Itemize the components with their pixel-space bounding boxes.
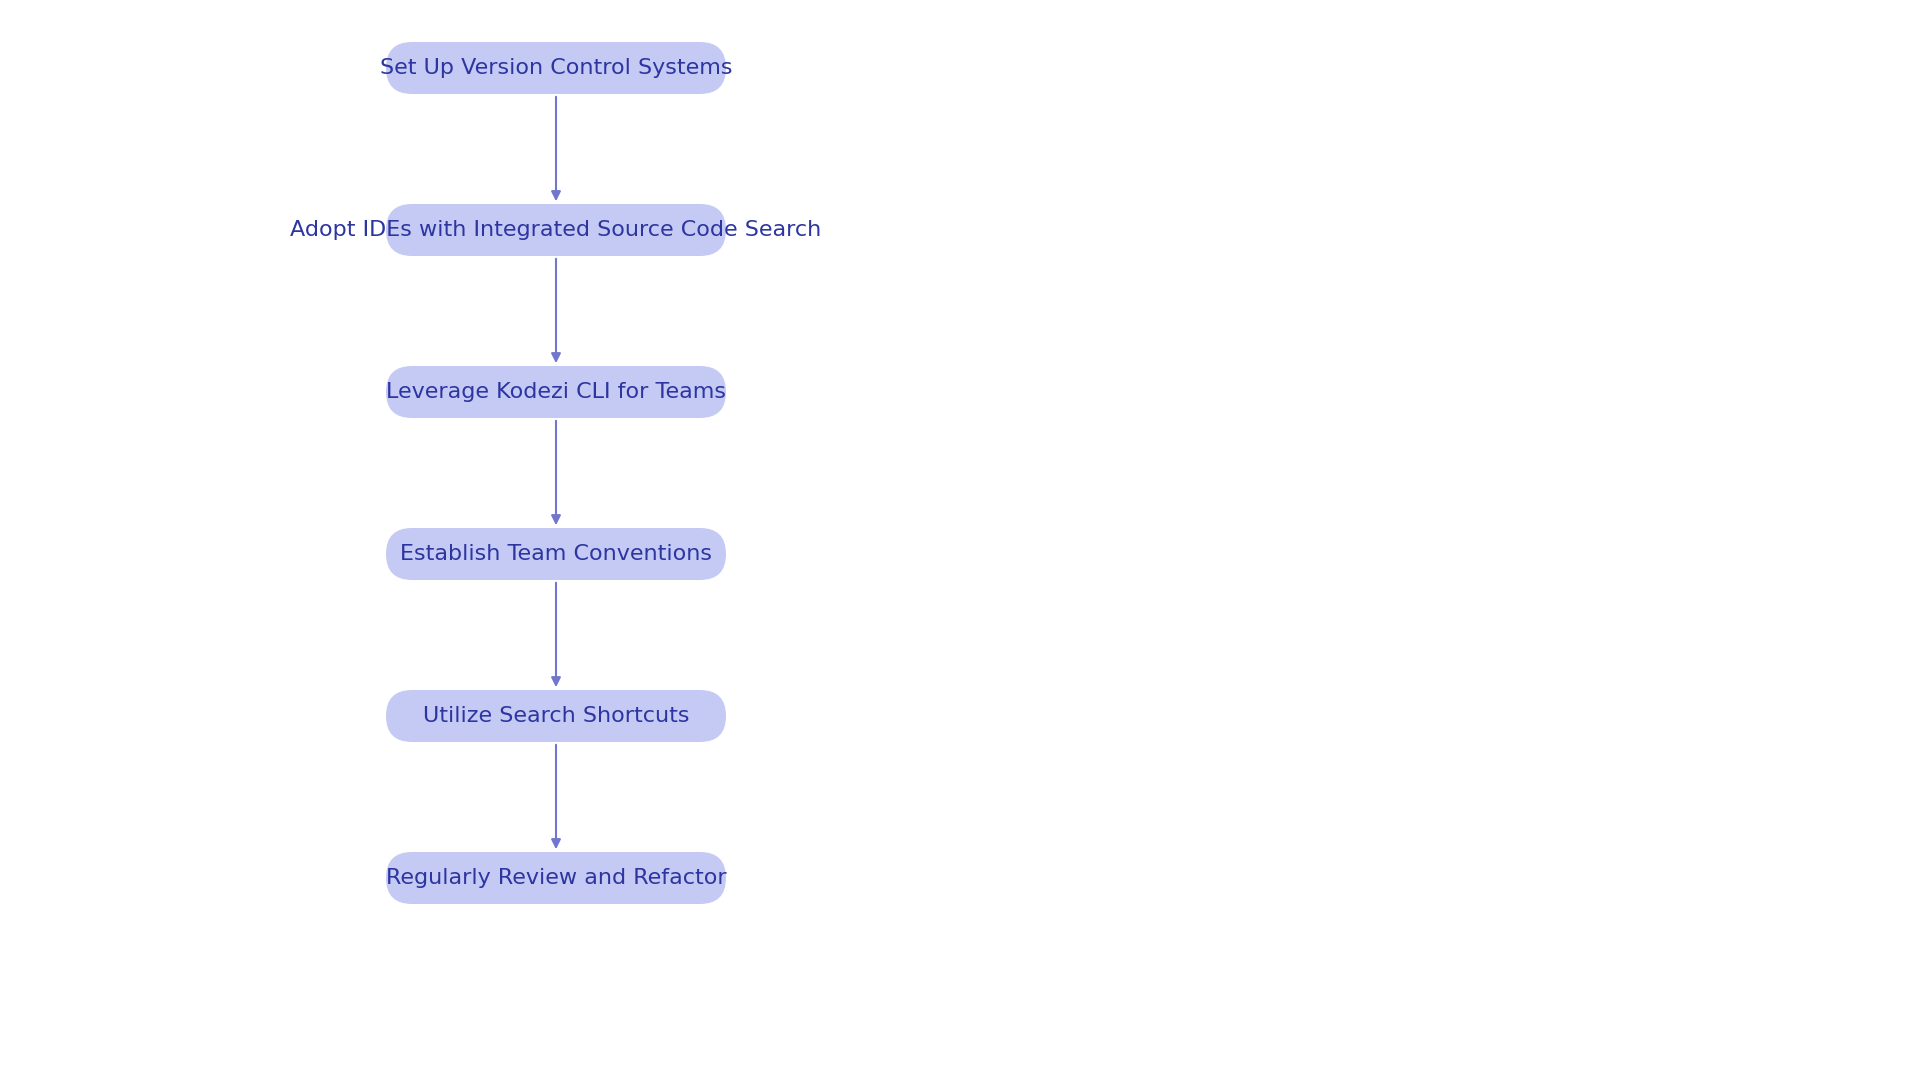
FancyBboxPatch shape	[386, 204, 726, 256]
Text: Establish Team Conventions: Establish Team Conventions	[399, 544, 712, 564]
Text: Utilize Search Shortcuts: Utilize Search Shortcuts	[422, 706, 689, 726]
FancyBboxPatch shape	[386, 42, 726, 94]
Text: Regularly Review and Refactor: Regularly Review and Refactor	[386, 867, 726, 888]
FancyBboxPatch shape	[386, 366, 726, 418]
FancyBboxPatch shape	[386, 529, 726, 580]
Text: Set Up Version Control Systems: Set Up Version Control Systems	[380, 58, 732, 78]
Text: Leverage Kodezi CLI for Teams: Leverage Kodezi CLI for Teams	[386, 382, 726, 402]
FancyBboxPatch shape	[386, 690, 726, 742]
Text: Adopt IDEs with Integrated Source Code Search: Adopt IDEs with Integrated Source Code S…	[290, 220, 822, 240]
FancyBboxPatch shape	[386, 852, 726, 904]
